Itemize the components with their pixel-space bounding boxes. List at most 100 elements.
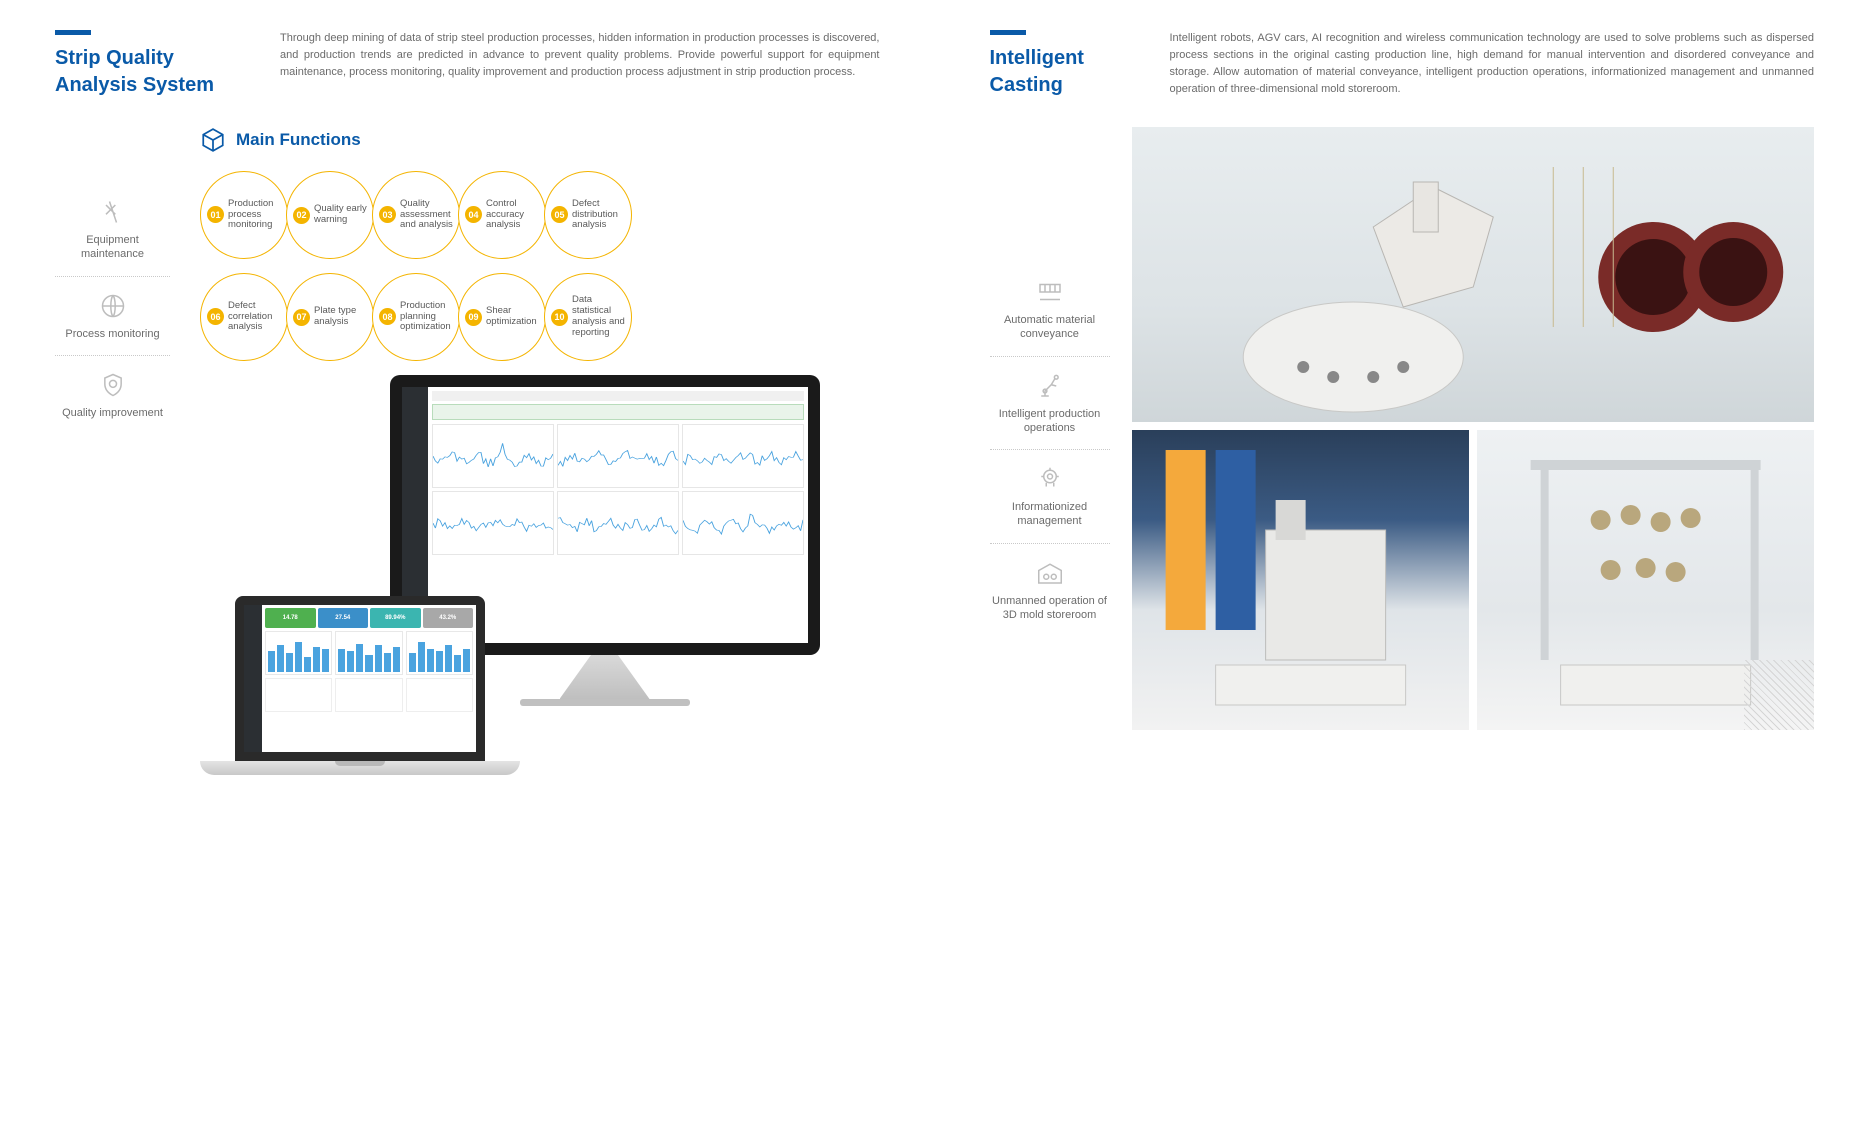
casting-photo-large: [1132, 127, 1815, 422]
left-description: Through deep mining of data of strip ste…: [280, 30, 880, 81]
bar: [445, 645, 452, 672]
kpi-badge: 27.54: [318, 608, 369, 628]
laptop-screen: 14.7827.5489.94%43.2%: [235, 596, 485, 761]
bar: [393, 647, 400, 672]
laptop-main: 14.7827.5489.94%43.2%: [262, 605, 476, 752]
right-images: [1132, 127, 1815, 730]
bar: [268, 651, 275, 672]
left-title-line1: Strip Quality: [55, 47, 174, 69]
function-circle: 06Defect correlation analysis: [200, 273, 288, 361]
circle-number: 04: [465, 206, 482, 223]
decorative-lines: [1744, 660, 1814, 730]
dashboard-header: [432, 391, 804, 401]
laptop-list: [265, 678, 332, 712]
line-chart: [557, 491, 679, 555]
circle-number: 07: [293, 309, 310, 326]
feat-label: Unmanned operation of 3D mold storeroom: [990, 594, 1110, 623]
bar: [347, 651, 354, 672]
laptop-base: [200, 761, 520, 775]
laptop-sidebar: [244, 605, 262, 752]
function-circle: 08Production planning optimization: [372, 273, 460, 361]
left-title-block: Strip Quality Analysis System: [55, 30, 250, 99]
feat-label: Quality improvement: [55, 406, 170, 420]
bar: [375, 645, 382, 672]
shield-icon: [98, 370, 128, 400]
feat-label: Intelligent production operations: [990, 407, 1110, 436]
line-chart: [682, 424, 804, 488]
circle-number: 09: [465, 309, 482, 326]
right-title: Intelligent Casting: [990, 45, 1140, 99]
function-circle: 09Shear optimization: [458, 273, 546, 361]
main-functions-title: Main Functions: [236, 130, 361, 150]
monitor-base: [520, 699, 690, 706]
bar: [356, 644, 363, 673]
laptop: 14.7827.5489.94%43.2%: [200, 596, 520, 775]
bar: [427, 649, 434, 672]
bar: [418, 642, 425, 672]
kpi-badge: 43.2%: [423, 608, 474, 628]
divider: [55, 355, 170, 356]
circle-label: Shear optimization: [486, 306, 539, 328]
right-side-features: Automatic material conveyance Intelligen…: [990, 277, 1110, 730]
bar: [286, 653, 293, 672]
bar: [322, 649, 329, 672]
laptop-list: [335, 678, 402, 712]
title-accent-bar: [55, 30, 91, 35]
function-circle: 10Data statistical analysis and reportin…: [544, 273, 632, 361]
circle-number: 06: [207, 308, 224, 325]
bar-chart: [265, 631, 332, 675]
bar: [295, 642, 302, 672]
circle-number: 08: [379, 308, 396, 325]
device-mockups: 14.7827.5489.94%43.2%: [200, 375, 880, 805]
function-circle: 04Control accuracy analysis: [458, 171, 546, 259]
circle-label: Quality early warning: [314, 204, 367, 226]
circle-label: Defect distribution analysis: [572, 199, 625, 232]
right-title-line2: Casting: [990, 74, 1063, 96]
casting-photo-agv: [1132, 430, 1469, 730]
line-chart: [432, 491, 554, 555]
circle-number: 10: [551, 309, 568, 326]
function-circle: 05Defect distribution analysis: [544, 171, 632, 259]
line-chart: [557, 424, 679, 488]
circle-label: Defect correlation analysis: [228, 301, 281, 334]
feat-conveyance: Automatic material conveyance: [990, 277, 1110, 342]
right-title-line1: Intelligent: [990, 47, 1084, 69]
main-functions-header: Main Functions: [200, 127, 880, 153]
feat-label: Informationized management: [990, 500, 1110, 529]
casting-photo-row: [1132, 430, 1815, 730]
bar-chart: [406, 631, 473, 675]
robot-arm-icon: [1035, 371, 1065, 401]
circle-number: 02: [293, 207, 310, 224]
conveyor-icon: [1035, 277, 1065, 307]
function-circle: 02Quality early warning: [286, 171, 374, 259]
laptop-list: [406, 678, 473, 712]
monitor-stand: [560, 655, 650, 699]
bar: [338, 649, 345, 672]
line-chart: [682, 491, 804, 555]
left-header: Strip Quality Analysis System Through de…: [55, 30, 880, 99]
bar: [277, 645, 284, 672]
bar: [409, 653, 416, 672]
divider: [990, 449, 1110, 450]
right-description: Intelligent robots, AGV cars, AI recogni…: [1170, 30, 1815, 98]
divider: [990, 543, 1110, 544]
circles-row-2: 06Defect correlation analysis 07Plate typ…: [200, 273, 880, 361]
circle-label: Plate type analysis: [314, 306, 367, 328]
right-body: Automatic material conveyance Intelligen…: [990, 127, 1815, 730]
line-chart: [432, 424, 554, 488]
right-header: Intelligent Casting Intelligent robots, …: [990, 30, 1815, 99]
circle-number: 05: [551, 206, 568, 223]
circle-label: Control accuracy analysis: [486, 199, 539, 232]
feat-warehouse: Unmanned operation of 3D mold storeroom: [990, 558, 1110, 623]
bar: [454, 655, 461, 672]
feat-robot: Intelligent production operations: [990, 371, 1110, 436]
feat-label: Process monitoring: [55, 327, 170, 341]
feat-info: Informationized management: [990, 464, 1110, 529]
left-page: Strip Quality Analysis System Through de…: [0, 0, 935, 1139]
charts-grid: [432, 424, 804, 555]
circle-label: Quality assessment and analysis: [400, 199, 453, 232]
kpi-badge: 14.78: [265, 608, 316, 628]
circle-label: Data statistical analysis and reporting: [572, 295, 625, 339]
bar: [304, 657, 311, 672]
feat-label: Automatic material conveyance: [990, 313, 1110, 342]
